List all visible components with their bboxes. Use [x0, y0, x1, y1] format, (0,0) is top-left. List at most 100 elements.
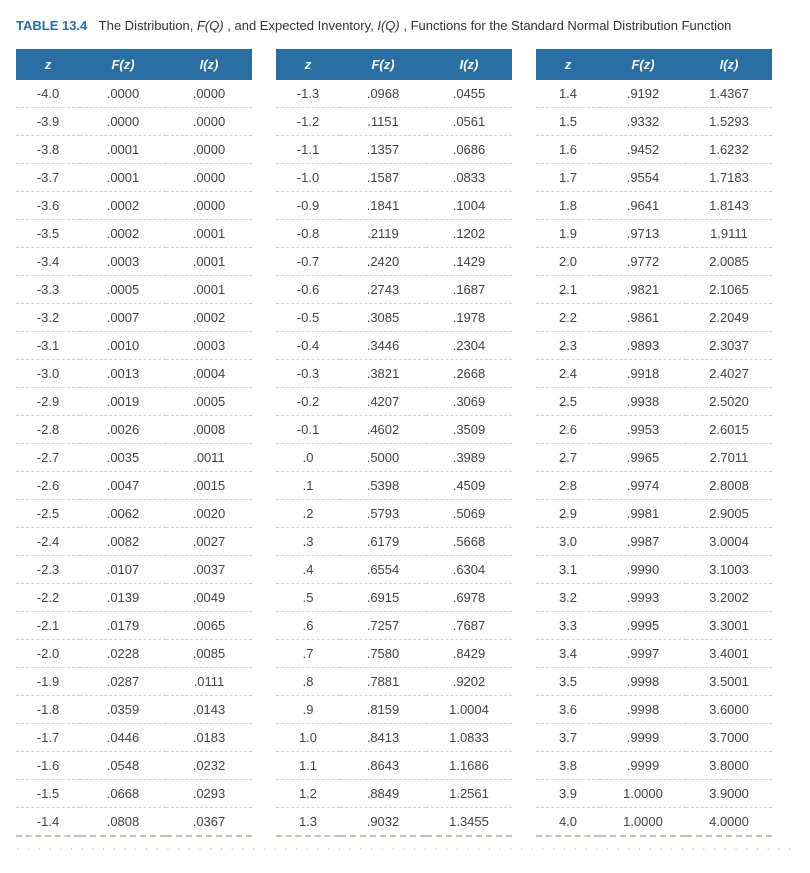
cell-iz: .0004 [166, 359, 252, 387]
table-row: 3.1.99903.1003 [536, 555, 772, 583]
table-row: -2.2.0139.0049 [16, 583, 252, 611]
cell-z: 3.3 [536, 611, 600, 639]
cell-fz: .6554 [340, 555, 426, 583]
cell-fz: .0002 [80, 191, 166, 219]
cell-iz: 2.1065 [686, 275, 772, 303]
cell-z: 1.5 [536, 107, 600, 135]
cell-iz: .0000 [166, 163, 252, 191]
cell-iz: .1429 [426, 247, 512, 275]
cell-fz: .9987 [600, 527, 686, 555]
cell-iz: 1.4367 [686, 80, 772, 108]
cell-fz: .7580 [340, 639, 426, 667]
cell-iz: .0143 [166, 695, 252, 723]
cell-z: 2.9 [536, 499, 600, 527]
table-row: 2.1.98212.1065 [536, 275, 772, 303]
cell-fz: .0026 [80, 415, 166, 443]
table-row: 1.1.86431.1686 [276, 751, 512, 779]
table-row: -2.6.0047.0015 [16, 471, 252, 499]
cell-iz: 1.5293 [686, 107, 772, 135]
cell-z: .1 [276, 471, 340, 499]
cell-z: 1.6 [536, 135, 600, 163]
cell-z: -1.1 [276, 135, 340, 163]
table-row: -1.7.0446.0183 [16, 723, 252, 751]
cell-iz: 1.9111 [686, 219, 772, 247]
cell-iz: 2.2049 [686, 303, 772, 331]
cell-iz: 3.8000 [686, 751, 772, 779]
cell-iz: .0037 [166, 555, 252, 583]
cell-z: -1.3 [276, 80, 340, 108]
table-row: -3.9.0000.0000 [16, 107, 252, 135]
cell-iz: 2.5020 [686, 387, 772, 415]
table-row: 3.0.99873.0004 [536, 527, 772, 555]
caption-text-2: , and Expected Inventory, [227, 18, 377, 33]
cell-z: .3 [276, 527, 340, 555]
cell-z: -1.6 [16, 751, 80, 779]
cell-fz: .0005 [80, 275, 166, 303]
cell-z: 3.0 [536, 527, 600, 555]
header-fz: F(z) [340, 49, 426, 80]
cell-iz: .0232 [166, 751, 252, 779]
cell-z: -0.8 [276, 219, 340, 247]
cell-iz: 3.6000 [686, 695, 772, 723]
cell-iz: .4509 [426, 471, 512, 499]
cell-fz: .4602 [340, 415, 426, 443]
cell-z: -0.5 [276, 303, 340, 331]
table-row: -0.8.2119.1202 [276, 219, 512, 247]
cell-iz: .0000 [166, 191, 252, 219]
cell-fz: .9999 [600, 751, 686, 779]
cell-z: -1.7 [16, 723, 80, 751]
cell-fz: .3446 [340, 331, 426, 359]
cell-z: .5 [276, 583, 340, 611]
cell-fz: .0035 [80, 443, 166, 471]
table-row: 2.7.99652.7011 [536, 443, 772, 471]
cell-z: -0.9 [276, 191, 340, 219]
table-row: .3.6179.5668 [276, 527, 512, 555]
cell-fz: .0000 [80, 80, 166, 108]
table-row: -2.7.0035.0011 [16, 443, 252, 471]
table-row: 1.2.88491.2561 [276, 779, 512, 807]
table-row: -0.7.2420.1429 [276, 247, 512, 275]
table-row: 3.2.99933.2002 [536, 583, 772, 611]
cell-z: -3.2 [16, 303, 80, 331]
table-row: -4.0.0000.0000 [16, 80, 252, 108]
cell-fz: .0019 [80, 387, 166, 415]
cell-iz: .0000 [166, 80, 252, 108]
cell-fz: .0968 [340, 80, 426, 108]
table-row: .0.5000.3989 [276, 443, 512, 471]
table-row: -3.7.0001.0000 [16, 163, 252, 191]
table-row: -3.4.0003.0001 [16, 247, 252, 275]
cell-iz: .8429 [426, 639, 512, 667]
cell-iz: .0833 [426, 163, 512, 191]
cell-fz: .9998 [600, 695, 686, 723]
cell-z: .2 [276, 499, 340, 527]
cell-z: -0.4 [276, 331, 340, 359]
table-row: .9.81591.0004 [276, 695, 512, 723]
table-row: 1.8.96411.8143 [536, 191, 772, 219]
table-row: -1.3.0968.0455 [276, 80, 512, 108]
cell-fz: .0082 [80, 527, 166, 555]
cell-iz: 3.5001 [686, 667, 772, 695]
cell-fz: .9641 [600, 191, 686, 219]
cell-fz: .9918 [600, 359, 686, 387]
cell-iz: .0001 [166, 247, 252, 275]
cell-z: -2.5 [16, 499, 80, 527]
cell-fz: .8849 [340, 779, 426, 807]
cell-iz: .1978 [426, 303, 512, 331]
table-row: -3.1.0010.0003 [16, 331, 252, 359]
cell-fz: .2119 [340, 219, 426, 247]
table-row: 3.3.99953.3001 [536, 611, 772, 639]
cell-fz: .9713 [600, 219, 686, 247]
cell-iz: .0002 [166, 303, 252, 331]
cell-iz: .7687 [426, 611, 512, 639]
cell-fz: .9938 [600, 387, 686, 415]
cell-iz: 3.1003 [686, 555, 772, 583]
cell-fz: .0047 [80, 471, 166, 499]
cell-iz: 1.1686 [426, 751, 512, 779]
cell-iz: .0000 [166, 107, 252, 135]
cell-z: 3.1 [536, 555, 600, 583]
table-row: -2.9.0019.0005 [16, 387, 252, 415]
cell-iz: .0049 [166, 583, 252, 611]
table-row: -3.2.0007.0002 [16, 303, 252, 331]
cell-fz: .4207 [340, 387, 426, 415]
cell-iz: 2.4027 [686, 359, 772, 387]
